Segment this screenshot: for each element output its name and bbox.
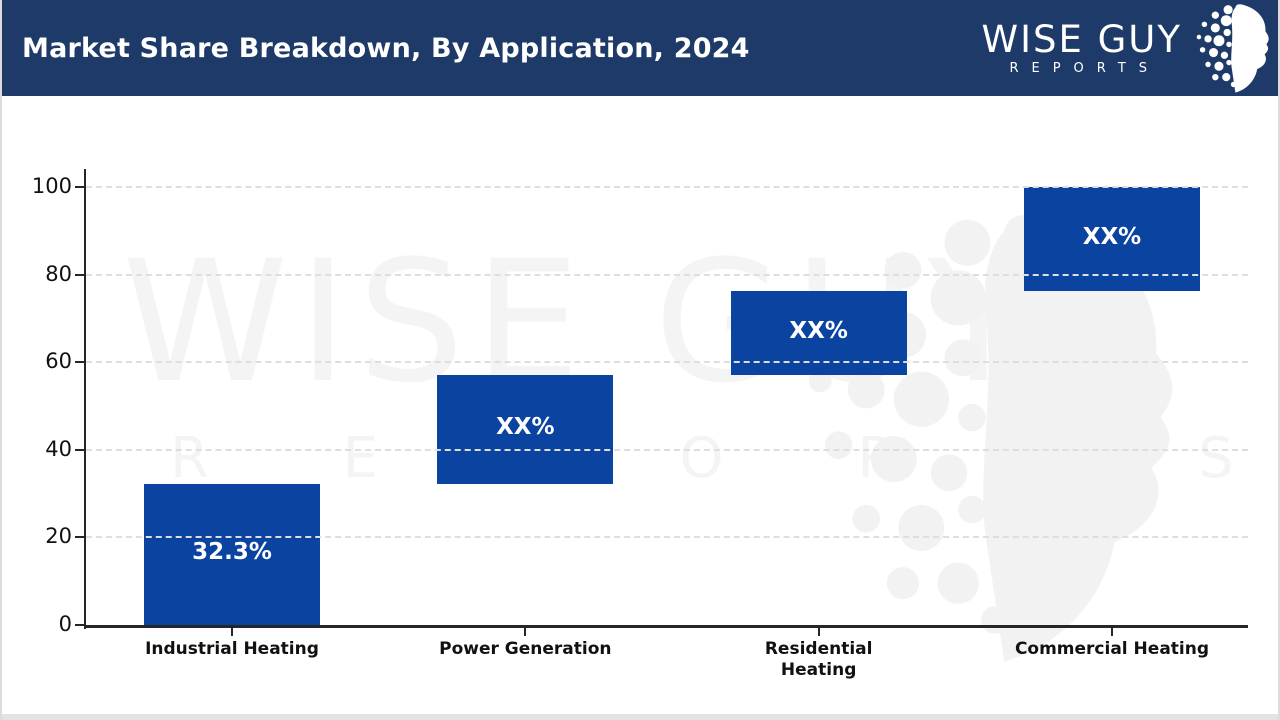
x-axis-line — [84, 625, 1248, 628]
logo-wordmark: WISE GUY REPORTS — [982, 21, 1182, 76]
x-tick-commercial-heating — [1110, 628, 1113, 636]
y-tick-label-80: 80 — [45, 261, 72, 286]
logo-face-icon — [1196, 4, 1269, 93]
bar-power-generation — [437, 375, 614, 484]
watermark-face-icon — [808, 215, 1173, 662]
bar-value-label: XX% — [496, 414, 555, 441]
logo-line2: REPORTS — [1009, 60, 1161, 76]
category-label-power-generation: Power Generation — [439, 639, 612, 659]
bar-industrial-heating — [144, 483, 320, 625]
gridline-60 — [86, 361, 1248, 364]
y-tick-100 — [75, 186, 84, 188]
y-tick-40 — [75, 448, 84, 451]
y-tick-label-20: 20 — [45, 524, 72, 549]
x-tick-residential-heating — [817, 628, 820, 636]
y-tick-label-0: 0 — [58, 612, 72, 636]
gridline-20 — [86, 536, 1248, 539]
wiseguy-logo: WISE GUY REPORTS — [982, 2, 1270, 94]
bar-value-label: 32.3% — [192, 539, 272, 566]
logo-line1: WISE GUY — [981, 17, 1182, 61]
bar-value-label: XX% — [1082, 223, 1142, 250]
bar-value-label: XX% — [789, 318, 848, 345]
bar-commercial-heating — [1023, 187, 1200, 291]
gridline-80 — [86, 273, 1248, 276]
x-tick-power-generation — [524, 628, 527, 636]
gridline-100 — [86, 186, 1248, 188]
gridline-40 — [86, 448, 1248, 451]
chart-title: Market Share Breakdown, By Application, … — [22, 32, 750, 64]
x-tick-industrial-heating — [231, 628, 233, 636]
y-tick-60 — [75, 361, 84, 364]
category-label-commercial-heating: Commercial Heating — [1014, 639, 1210, 659]
plot-area: WISE GUY R E P O R T S 32.3% XX% XX% XX% 0 20… — [2, 96, 1278, 714]
header-bar: Market Share Breakdown, By Application, … — [2, 0, 1278, 96]
category-label-residential-heating: Residential Heating — [764, 639, 873, 681]
category-label-industrial-heating: Industrial Heating — [145, 639, 319, 659]
y-tick-label-100: 100 — [31, 174, 72, 198]
y-tick-0 — [75, 624, 84, 626]
bottom-strip — [2, 714, 1278, 720]
y-tick-label-60: 60 — [45, 349, 72, 374]
y-tick-80 — [75, 273, 84, 276]
y-tick-label-40: 40 — [45, 436, 72, 461]
y-axis-line — [84, 169, 86, 629]
y-tick-20 — [75, 536, 84, 539]
